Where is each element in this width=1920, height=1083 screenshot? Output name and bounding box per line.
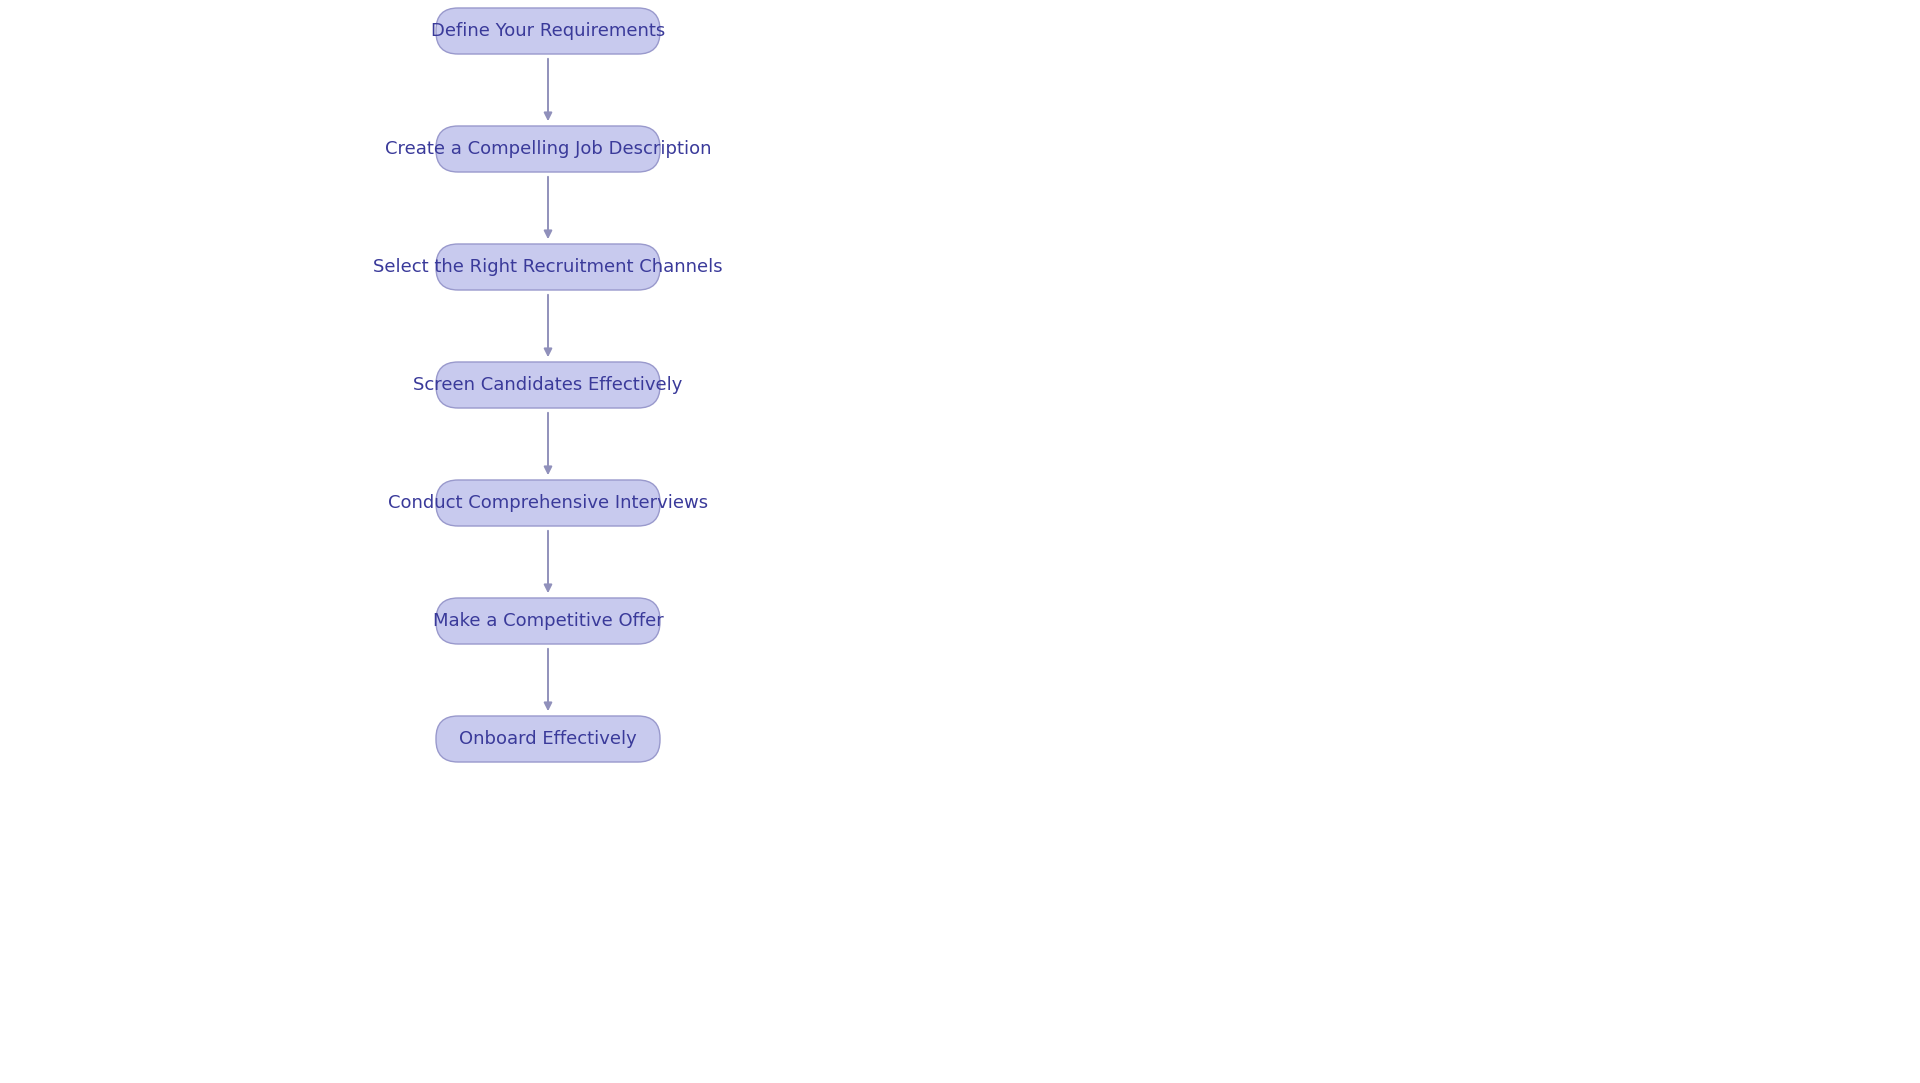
FancyBboxPatch shape [436, 716, 660, 762]
Text: Create a Compelling Job Description: Create a Compelling Job Description [384, 140, 710, 158]
Text: Onboard Effectively: Onboard Effectively [459, 730, 637, 748]
Text: Conduct Comprehensive Interviews: Conduct Comprehensive Interviews [388, 494, 708, 512]
FancyBboxPatch shape [436, 8, 660, 54]
FancyBboxPatch shape [436, 598, 660, 644]
Text: Select the Right Recruitment Channels: Select the Right Recruitment Channels [372, 258, 722, 276]
FancyBboxPatch shape [436, 362, 660, 408]
Text: Make a Competitive Offer: Make a Competitive Offer [432, 612, 664, 630]
Text: Screen Candidates Effectively: Screen Candidates Effectively [413, 376, 684, 394]
Text: Define Your Requirements: Define Your Requirements [430, 22, 664, 40]
FancyBboxPatch shape [436, 480, 660, 526]
FancyBboxPatch shape [436, 244, 660, 290]
FancyBboxPatch shape [436, 126, 660, 172]
